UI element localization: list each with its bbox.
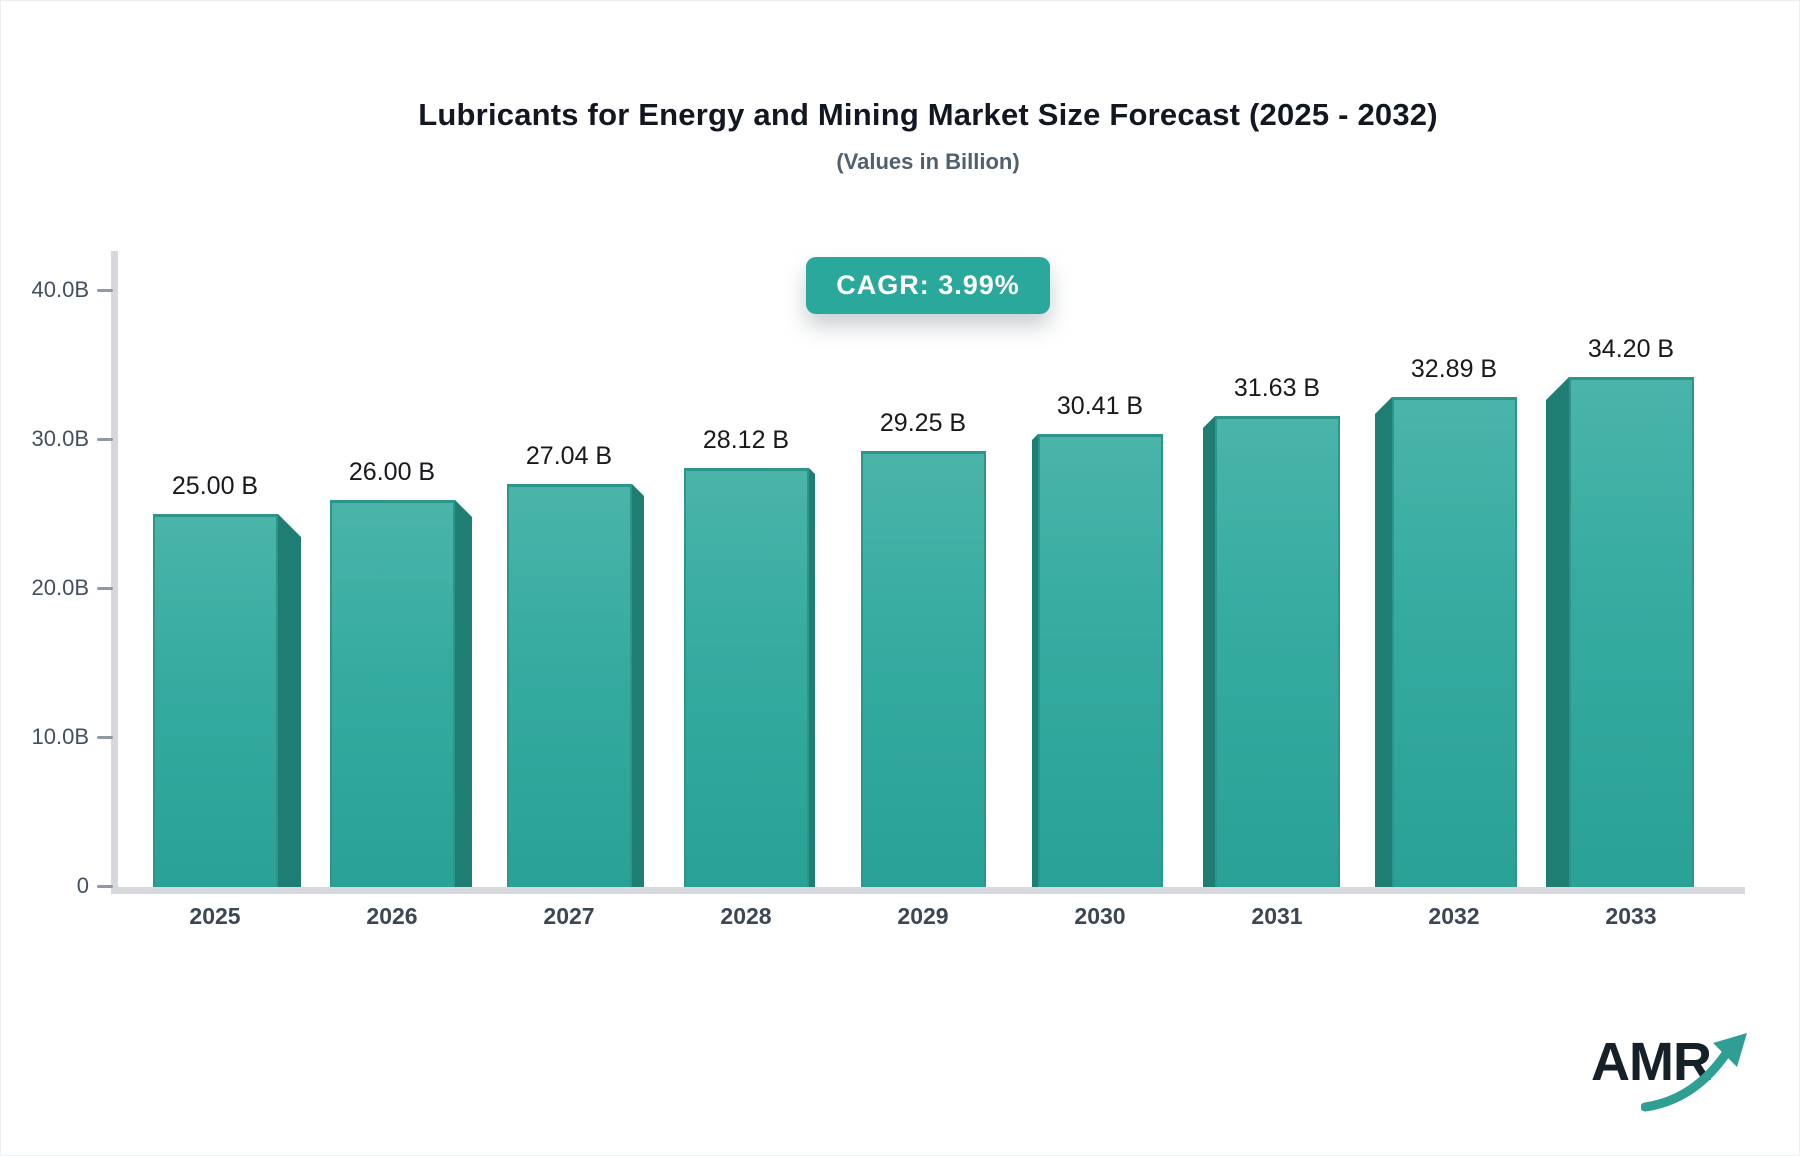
chart-subtitle: (Values in Billion) xyxy=(836,149,1020,174)
bar-value-label: 34.20 B xyxy=(1587,335,1675,363)
bar-value-label: 26.00 B xyxy=(348,458,436,486)
x-axis-label: 2027 xyxy=(543,903,595,929)
x-axis-label: 2033 xyxy=(1605,903,1657,929)
bar-side-3d xyxy=(1203,416,1215,887)
page-subtitle: (Values in Billion) xyxy=(57,149,1799,175)
bar-value-label: 31.63 B xyxy=(1233,374,1321,402)
bar-value-label: 29.25 B xyxy=(879,409,967,437)
y-tick-mark xyxy=(97,885,113,888)
y-axis-tick-label: 30.0B xyxy=(31,426,90,451)
y-tick-mark xyxy=(97,289,113,292)
bar-value-label: 27.04 B xyxy=(525,442,613,470)
x-axis-label: 2030 xyxy=(1074,903,1126,929)
bar-side-3d xyxy=(809,468,815,887)
x-axis-label: 2032 xyxy=(1428,903,1480,929)
bar-side-3d xyxy=(632,484,644,887)
bar-2031 xyxy=(1215,416,1340,887)
bar-2028 xyxy=(684,468,809,887)
bar-side-3d xyxy=(1546,377,1569,887)
bar-value-label: 30.41 B xyxy=(1056,392,1144,420)
x-axis-label: 2026 xyxy=(366,903,418,929)
bar-side-3d xyxy=(1032,434,1038,887)
x-axis-line xyxy=(111,887,1745,894)
x-axis-label: 2028 xyxy=(720,903,772,929)
bar-value-label: 32.89 B xyxy=(1410,355,1498,383)
y-tick-mark xyxy=(97,736,113,739)
bar-2033 xyxy=(1569,377,1694,887)
y-axis-tick-label: 20.0B xyxy=(31,575,90,600)
bar-2025 xyxy=(153,514,278,887)
y-axis-tick-label: 40.0B xyxy=(31,277,90,302)
amr-logo-text: AMR xyxy=(1591,1032,1712,1092)
y-axis-tick-label: 10.0B xyxy=(31,724,90,749)
bar-2030 xyxy=(1038,434,1163,887)
bar-value-label: 28.12 B xyxy=(702,426,790,454)
chart-title: Lubricants for Energy and Mining Market … xyxy=(418,97,1438,132)
page-title: Lubricants for Energy and Mining Market … xyxy=(57,97,1799,133)
bar-side-3d xyxy=(1375,397,1392,887)
bar-value-label: 25.00 B xyxy=(171,472,259,500)
cagr-badge: CAGR: 3.99% xyxy=(806,257,1050,314)
cagr-badge-row: CAGR: 3.99% xyxy=(57,257,1799,314)
y-axis-tick-label: 0 xyxy=(76,873,89,898)
x-axis-label: 2031 xyxy=(1251,903,1303,929)
x-axis-label: 2025 xyxy=(189,903,241,929)
bar-2029 xyxy=(861,451,986,887)
x-axis-label: 2029 xyxy=(897,903,949,929)
growth-arrow-icon xyxy=(1641,1033,1747,1112)
bar-2026 xyxy=(330,500,455,887)
bar-2027 xyxy=(507,484,632,887)
bar-side-3d xyxy=(278,514,301,887)
y-tick-mark xyxy=(97,438,113,441)
y-axis-line xyxy=(111,251,118,894)
y-tick-mark xyxy=(97,587,113,590)
bar-2032 xyxy=(1392,397,1517,887)
amr-logo: AMR xyxy=(1591,1031,1712,1093)
bar-side-3d xyxy=(455,500,472,887)
